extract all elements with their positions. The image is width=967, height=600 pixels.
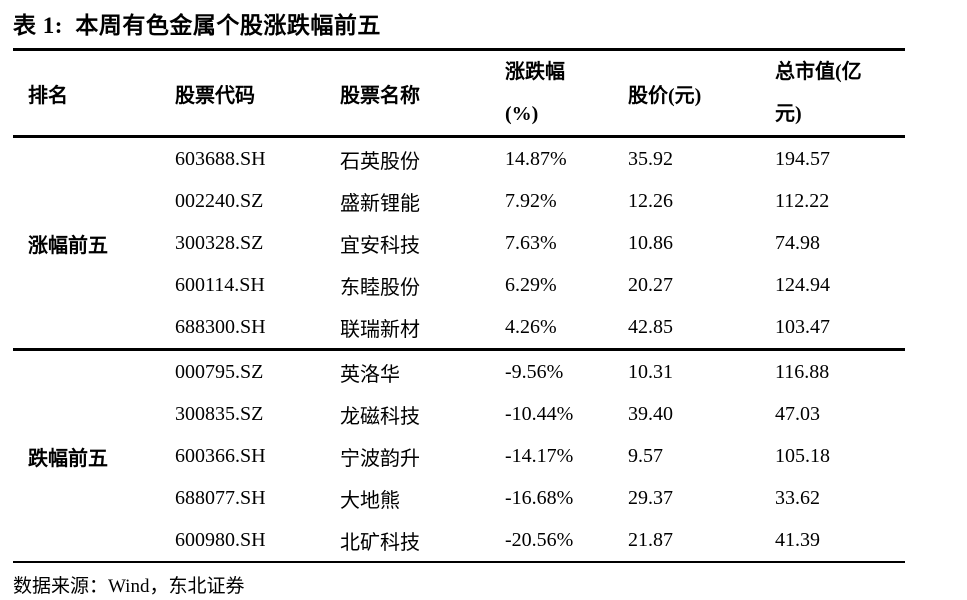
stock-code-cell: 600980.SH [175, 528, 266, 551]
price-cell: 39.40 [628, 402, 673, 425]
table-row: 涨幅前五 603688.SH 石英股份 14.87% 35.92 194.57 [13, 137, 905, 257]
mcap-cell: 105.18 [775, 444, 830, 467]
mcap-cell: 47.03 [775, 402, 820, 425]
stock-name-cell: 大地熊 [340, 489, 400, 512]
stock-name-cell: 盛新锂能 [340, 192, 420, 215]
col-header-change-line1: 涨跌幅 [505, 61, 565, 83]
col-header-change-line2: (%) [505, 103, 539, 125]
stock-code-cell: 300835.SZ [175, 402, 264, 425]
price-cell: 10.31 [628, 360, 673, 383]
stock-code-cell: 000795.SZ [175, 360, 264, 383]
mcap-cell: 103.47 [775, 315, 830, 338]
col-header-rank: 排名 [28, 84, 68, 107]
change-cell: -10.44% [505, 402, 574, 425]
change-cell: 6.29% [505, 273, 557, 296]
mcap-cell: 124.94 [775, 273, 830, 296]
stock-change-table: 排名 股票代码 股票名称 涨跌幅 (%) 股价(元) 总市值(亿 元) [13, 48, 905, 563]
header-row: 排名 股票代码 股票名称 涨跌幅 (%) 股价(元) 总市值(亿 元) [13, 50, 905, 137]
col-header-change: 涨跌幅 (%) [505, 50, 628, 137]
col-header-mcap-text: 总市值(亿 元) [775, 51, 905, 135]
change-cell: 7.63% [505, 231, 557, 254]
col-header-change-text: 涨跌幅 (%) [505, 51, 628, 135]
stock-name-cell: 石英股份 [340, 150, 420, 173]
price-cell: 20.27 [628, 273, 673, 296]
table-row: 688300.SH 联瑞新材 4.26% 42.85 103.47 [13, 306, 905, 350]
stock-code-cell: 688300.SH [175, 315, 266, 338]
change-cell: 7.92% [505, 189, 557, 212]
price-cell: 21.87 [628, 528, 673, 551]
stock-name-cell: 北矿科技 [340, 531, 420, 554]
mcap-cell: 116.88 [775, 360, 830, 383]
table-row: 600366.SH 宁波韵升 -14.17% 9.57 105.18 [13, 435, 905, 477]
stock-name-cell: 东睦股份 [340, 276, 420, 299]
table-row: 300328.SZ 宜安科技 7.63% 10.86 74.98 [13, 222, 905, 264]
losers-group-label: 跌幅前五 [28, 447, 108, 470]
change-cell: -20.56% [505, 528, 574, 551]
table-header: 排名 股票代码 股票名称 涨跌幅 (%) 股价(元) 总市值(亿 元) [13, 50, 905, 137]
stock-code-cell: 002240.SZ [175, 189, 264, 212]
table-row: 002240.SZ 盛新锂能 7.92% 12.26 112.22 [13, 180, 905, 222]
col-header-mcap: 总市值(亿 元) [775, 50, 905, 137]
stock-name-cell: 宜安科技 [340, 234, 420, 257]
table-row: 600980.SH 北矿科技 -20.56% 21.87 41.39 [13, 519, 905, 562]
price-cell: 9.57 [628, 444, 663, 467]
change-cell: -9.56% [505, 360, 564, 383]
col-header-mcap-line2: 元) [775, 103, 802, 125]
table-row: 600114.SH 东睦股份 6.29% 20.27 124.94 [13, 264, 905, 306]
change-cell: 4.26% [505, 315, 557, 338]
stock-code-cell: 600114.SH [175, 273, 265, 296]
col-header-name: 股票名称 [340, 84, 420, 107]
stock-name-cell: 联瑞新材 [340, 318, 420, 341]
price-cell: 35.92 [628, 147, 673, 170]
gainers-section: 涨幅前五 603688.SH 石英股份 14.87% 35.92 194.57 … [13, 137, 905, 350]
mcap-cell: 33.62 [775, 486, 820, 509]
stock-code-cell: 688077.SH [175, 486, 266, 509]
stock-code-cell: 600366.SH [175, 444, 266, 467]
change-cell: -14.17% [505, 444, 574, 467]
price-cell: 29.37 [628, 486, 673, 509]
losers-section: 跌幅前五 000795.SZ 英洛华 -9.56% 10.31 116.88 3… [13, 349, 905, 563]
price-cell: 42.85 [628, 315, 673, 338]
change-cell: 14.87% [505, 147, 567, 170]
mcap-cell: 74.98 [775, 231, 820, 254]
mcap-cell: 41.39 [775, 528, 820, 551]
table-row: 300835.SZ 龙磁科技 -10.44% 39.40 47.03 [13, 393, 905, 435]
price-cell: 12.26 [628, 189, 673, 212]
col-header-price: 股价(元) [628, 84, 702, 107]
data-source-note: 数据来源：Wind，东北证券 [13, 576, 245, 597]
stock-code-cell: 603688.SH [175, 147, 266, 170]
price-cell: 10.86 [628, 231, 673, 254]
col-header-code: 股票代码 [175, 84, 255, 107]
change-cell: -16.68% [505, 486, 574, 509]
col-header-mcap-line1: 总市值(亿 [775, 61, 862, 83]
mcap-cell: 112.22 [775, 189, 830, 212]
gainers-group-label: 涨幅前五 [28, 234, 108, 257]
stock-name-cell: 龙磁科技 [340, 405, 420, 428]
stock-code-cell: 300328.SZ [175, 231, 264, 254]
stock-name-cell: 英洛华 [340, 363, 400, 386]
stock-name-cell: 宁波韵升 [340, 447, 420, 470]
table-row: 跌幅前五 000795.SZ 英洛华 -9.56% 10.31 116.88 [13, 350, 905, 470]
mcap-cell: 194.57 [775, 147, 830, 170]
table-row: 688077.SH 大地熊 -16.68% 29.37 33.62 [13, 477, 905, 519]
table-title: 表 1: 本周有色金属个股涨跌幅前五 [13, 13, 381, 38]
